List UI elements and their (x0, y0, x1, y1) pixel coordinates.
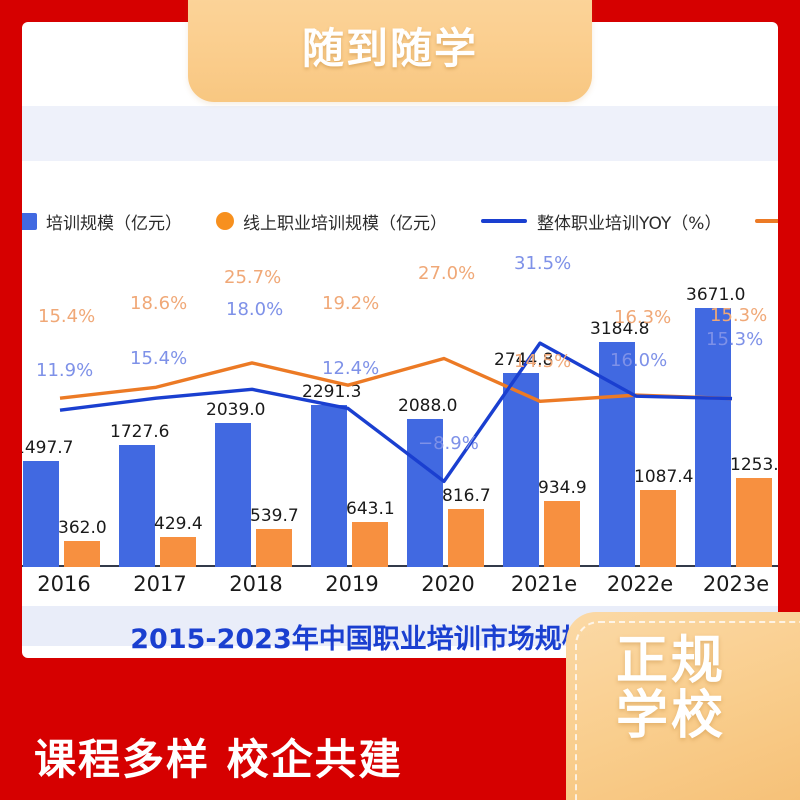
bar-value-label: 643.1 (346, 499, 395, 519)
bar-group: 3184.8 1087.4 (590, 242, 693, 567)
bar-online[interactable] (352, 522, 388, 567)
square-swatch-icon (22, 212, 37, 230)
bottom-right-badge-card: 正规 学校 (566, 612, 800, 800)
line-value-label: −8.9% (418, 433, 479, 455)
market-size-chart: 培训规模（亿元） 线上职业培训规模（亿元） 整体职业培训YOY（%） 线上职业 … (22, 182, 778, 622)
line-value-label: 15.3% (710, 304, 768, 326)
bar-offline[interactable] (119, 445, 155, 567)
bar-group: 1727.6 429.4 (110, 242, 204, 567)
dashed-border-decor (575, 621, 800, 800)
line-value-label: 15.4% (130, 348, 188, 370)
legend-label: 整体职业培训YOY（%） (537, 213, 722, 234)
bar-value-label: 1087.4 (634, 467, 694, 487)
line-value-label: 16.0% (610, 350, 668, 372)
line-value-label: 25.7% (224, 266, 282, 288)
bar-offline[interactable] (695, 308, 731, 567)
bar-value-label: 362.0 (58, 518, 107, 538)
legend-label: 培训规模（亿元） (46, 213, 182, 234)
line-value-label: 19.2% (322, 293, 380, 315)
bar-value-label: 2291.3 (302, 382, 362, 402)
line-value-label: 15.4% (38, 306, 96, 328)
legend-item-online-yoy[interactable]: 线上职业 (755, 209, 778, 234)
x-axis-line (22, 565, 778, 567)
legend-item-offline-scale[interactable]: 培训规模（亿元） (22, 209, 182, 234)
x-axis-tick-labels: 2016 2017 2018 2019 2020 2021e 2022e 2023e (22, 572, 778, 612)
bottom-right-badge-text: 正规 学校 (616, 631, 800, 747)
top-badge-text: 随到随学 (301, 23, 478, 73)
line-online-yoy (59, 356, 733, 403)
bar-online[interactable] (160, 537, 196, 567)
x-tick-label: 2022e (606, 572, 674, 596)
bar-value-label: 1253.6 (730, 455, 778, 475)
bar-online[interactable] (736, 478, 772, 567)
content-card: 培训规模（亿元） 线上职业培训规模（亿元） 整体职业培训YOY（%） 线上职业 … (22, 22, 778, 658)
line-overall-yoy (59, 341, 733, 484)
bar-value-label: 539.7 (250, 506, 299, 526)
bar-online[interactable] (544, 501, 580, 567)
bar-value-label: 3184.8 (590, 319, 650, 339)
bar-offline[interactable] (503, 373, 539, 567)
x-tick-label: 2017 (133, 572, 187, 596)
bottom-slogan: 课程多样 校企共建 (34, 735, 403, 784)
bar-group: 2744.8 934.9 (494, 242, 588, 567)
legend-item-overall-yoy[interactable]: 整体职业培训YOY（%） (481, 209, 721, 234)
bar-online[interactable] (640, 490, 676, 567)
badge-line-2: 学校 (616, 686, 727, 747)
x-tick-label: 2019 (325, 572, 379, 596)
bar-offline[interactable] (23, 461, 59, 567)
bar-online[interactable] (256, 529, 292, 567)
bar-offline[interactable] (215, 423, 251, 567)
top-badge-card: 随到随学 (188, 0, 592, 102)
badge-line-1: 正规 (616, 631, 727, 691)
bar-group: 1497.7 362.0 (22, 242, 108, 567)
bar-group: 2088.0 816.7 (398, 242, 492, 567)
bar-offline[interactable] (311, 405, 347, 567)
bar-value-label: 2744.8 (494, 350, 554, 370)
line-value-label: 14.5% (514, 351, 572, 373)
legend-label: 线上职业培训规模（亿元） (243, 213, 447, 234)
bar-offline[interactable] (407, 419, 443, 567)
x-tick-label: 2020 (421, 572, 475, 596)
lines-layer (59, 341, 733, 484)
line-swatch-icon (481, 219, 527, 223)
bar-value-label: 3671.0 (686, 285, 746, 305)
bar-online[interactable] (64, 541, 100, 567)
plot-area: 1497.7 362.0 1727.6 429.4 2039.0 539.7 2291.3 6… (22, 242, 778, 567)
x-tick-label: 2023e (702, 572, 770, 596)
x-tick-label: 2021e (510, 572, 578, 596)
bar-group: 2039.0 539.7 (206, 242, 300, 567)
bar-value-label: 1727.6 (110, 422, 170, 442)
bar-group: 2291.3 643.1 (302, 242, 396, 567)
line-value-label: 16.3% (614, 307, 672, 329)
legend-item-online-scale[interactable]: 线上职业培训规模（亿元） (216, 209, 447, 234)
bar-value-label: 2039.0 (206, 400, 266, 420)
bar-group: 3671.0 1253.6 (686, 242, 778, 567)
line-value-label: 11.9% (36, 360, 94, 382)
line-value-label: 27.0% (418, 262, 476, 284)
bar-online[interactable] (448, 509, 484, 567)
line-value-label: 18.6% (130, 293, 188, 315)
bar-value-label: 429.4 (154, 514, 203, 534)
bar-value-label: 2088.0 (398, 396, 458, 416)
line-value-label: 15.3% (706, 328, 764, 350)
circle-swatch-icon (216, 212, 234, 230)
x-tick-label: 2016 (37, 572, 91, 596)
line-value-label: 18.0% (226, 299, 284, 321)
decor-strip-top (22, 106, 778, 161)
x-tick-label: 2018 (229, 572, 283, 596)
bar-value-label: 934.9 (538, 478, 587, 498)
line-swatch-icon (755, 219, 778, 223)
line-value-label: 31.5% (514, 253, 572, 275)
bar-value-label: 816.7 (442, 486, 491, 506)
bar-value-label: 1497.7 (22, 438, 74, 458)
line-value-label: 12.4% (322, 358, 380, 380)
chart-legend: 培训规模（亿元） 线上职业培训规模（亿元） 整体职业培训YOY（%） 线上职业 (22, 204, 778, 238)
